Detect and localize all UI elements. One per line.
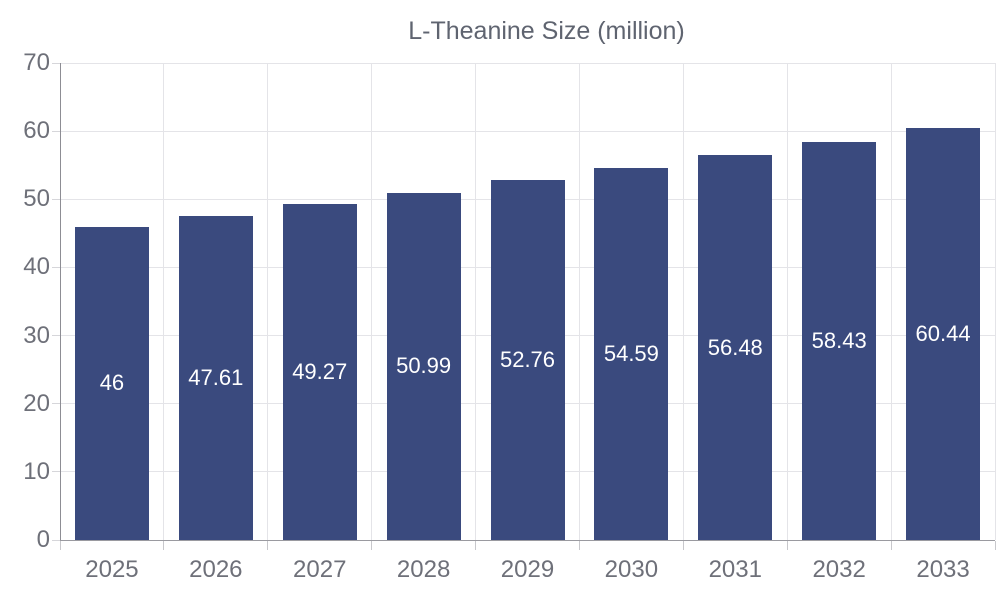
bar-2029[interactable] — [490, 180, 565, 540]
x-axis-tick-label: 2030 — [604, 556, 659, 583]
y-axis-tick-label: 30 — [23, 321, 50, 349]
x-axis-tick — [163, 541, 165, 550]
bar-value-label: 49.27 — [292, 359, 348, 385]
y-axis-tick — [52, 266, 60, 268]
x-axis-tick-label: 2032 — [812, 556, 866, 583]
x-axis-line — [60, 540, 995, 541]
bar-value-label: 60.44 — [915, 321, 971, 347]
gridline-vertical — [475, 63, 477, 540]
bar-2032[interactable] — [802, 141, 877, 540]
gridline-vertical — [371, 63, 373, 540]
y-axis-tick — [52, 130, 60, 132]
bar-2026[interactable] — [178, 215, 253, 540]
x-axis-tick-label: 2029 — [500, 556, 555, 583]
bar-value-label: 56.48 — [707, 334, 763, 360]
bar-2027[interactable] — [282, 204, 357, 540]
x-axis-tick-label: 2028 — [396, 556, 451, 583]
x-axis-tick-label: 2033 — [916, 556, 970, 583]
x-axis-tick-label: 2031 — [708, 556, 762, 583]
bar-2025[interactable] — [74, 226, 149, 540]
x-axis-tick — [682, 541, 684, 550]
y-axis-tick — [52, 198, 60, 200]
gridline-vertical — [994, 63, 996, 540]
gridline-horizontal — [60, 62, 995, 64]
bar-2033[interactable] — [906, 128, 981, 540]
legend-label: L-Theanine Size (million) — [408, 17, 685, 45]
x-axis-tick — [267, 541, 269, 550]
y-axis-tick — [52, 403, 60, 405]
gridline-horizontal — [60, 130, 995, 132]
gridline-vertical — [578, 63, 580, 540]
gridline-vertical — [890, 63, 892, 540]
bar-2030[interactable] — [594, 168, 669, 540]
bar-2028[interactable] — [386, 192, 461, 540]
x-axis-tick — [475, 541, 477, 550]
bar-value-label: 50.99 — [396, 353, 452, 379]
x-axis-tick — [786, 541, 788, 550]
y-axis-tick — [52, 539, 60, 541]
gridline-vertical — [267, 63, 269, 540]
y-axis-tick-label: 0 — [36, 526, 50, 553]
legend[interactable]: L-Theanine Size (million) — [0, 17, 1000, 45]
x-axis-tick-label: 2026 — [189, 556, 243, 583]
bar-value-label: 47.61 — [188, 364, 244, 390]
y-axis-tick-label: 40 — [23, 253, 50, 281]
gridline-vertical — [682, 63, 684, 540]
x-axis-tick — [890, 541, 892, 550]
y-axis-tick — [52, 471, 60, 473]
bar-value-label: 46 — [99, 370, 125, 396]
bar-2031[interactable] — [698, 155, 773, 540]
y-axis-line — [59, 63, 61, 541]
y-axis-tick-label: 20 — [23, 389, 50, 417]
gridline-vertical — [163, 63, 165, 540]
y-axis-tick-label: 10 — [23, 457, 50, 485]
bar-value-label: 58.43 — [811, 327, 867, 353]
x-axis-tick — [59, 541, 61, 550]
x-axis-tick — [371, 541, 373, 550]
x-axis-tick — [578, 541, 580, 550]
x-axis-tick-label: 2025 — [85, 556, 139, 583]
gridline-vertical — [786, 63, 788, 540]
x-axis-tick — [994, 541, 996, 550]
y-axis-tick-label: 50 — [23, 185, 50, 213]
y-axis-tick-label: 60 — [23, 117, 50, 145]
y-axis-tick — [52, 62, 60, 64]
bar-value-label: 52.76 — [499, 347, 556, 373]
bar-value-label: 54.59 — [603, 341, 659, 366]
y-axis-tick — [52, 335, 60, 337]
x-axis-tick-label: 2027 — [293, 556, 347, 583]
y-axis-tick-label: 70 — [23, 49, 50, 76]
